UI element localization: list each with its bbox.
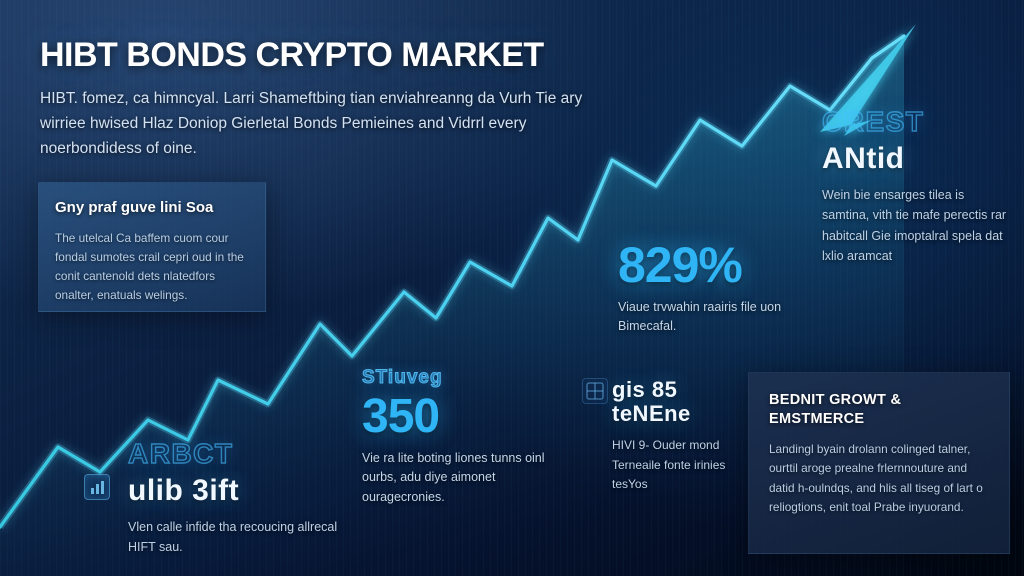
block-crest-body: Wein bie ensarges tilea is samtina, vith… (822, 188, 1007, 263)
stat-350: STiuveg 350 Vie ra lite boting liones tu… (362, 368, 547, 507)
panel-top-left-body: The utelcal Ca baffem cuom cour fondal s… (55, 230, 244, 303)
page-subtitle: HIBT. fomez, ca himncyal. Larri Shameftb… (40, 90, 583, 158)
page-title: HIBT BONDS CRYPTO MARKET (40, 36, 544, 74)
stat-350-value: 350 (362, 390, 440, 443)
panel-top-left-heading: Gny praf guve lini Soa (55, 199, 214, 216)
block-teneone-solid-heading: gis 85 teNEne (612, 377, 691, 427)
stat-350-kicker: STiuveg (362, 367, 443, 388)
panel-bottom-right-heading: BEDNIT GROWT & EMSTMERCE (769, 392, 902, 428)
block-arbct-ghost-heading: ARBCT (127, 438, 234, 469)
stat-829-value: 829% (618, 237, 743, 293)
block-crest-ghost-heading: CREST (821, 106, 925, 137)
block-crest: CREST ANtid Wein bie ensarges tilea is s… (821, 106, 1008, 266)
stat-350-caption: Vie ra lite boting liones tunns oinl our… (362, 450, 545, 504)
panel-top-left: Gny praf guve lini Soa The utelcal Ca ba… (38, 182, 266, 312)
stat-829-caption: Viaue trvwahin raairis file uon Bimecafa… (618, 300, 782, 334)
chart-series-layer (0, 24, 916, 576)
block-teneone-body: HIVI 9- Ouder mond Terneaile fonte irini… (612, 438, 726, 492)
panel-bottom-right-body: Landingl byain drolann colinged talner, … (769, 442, 983, 514)
block-teneone: gis 85 teNEne HIVI 9- Ouder mond Terneai… (612, 377, 762, 495)
block-arbct: ARBCT ulib 3ift Vlen calle infide tha re… (127, 438, 358, 558)
grid-icon (582, 378, 608, 404)
block-arbct-body: Vlen calle infide tha recoucing allrecal… (128, 520, 338, 555)
bar-chart-icon (84, 474, 110, 500)
block-arbct-solid-heading: ulib 3ift (128, 474, 240, 507)
block-crest-solid-heading: ANtid (822, 142, 905, 175)
panel-bottom-right: BEDNIT GROWT & EMSTMERCE Landingl byain … (748, 372, 1010, 554)
stat-829: 829% Viaue trvwahin raairis file uon Bim… (618, 238, 808, 337)
